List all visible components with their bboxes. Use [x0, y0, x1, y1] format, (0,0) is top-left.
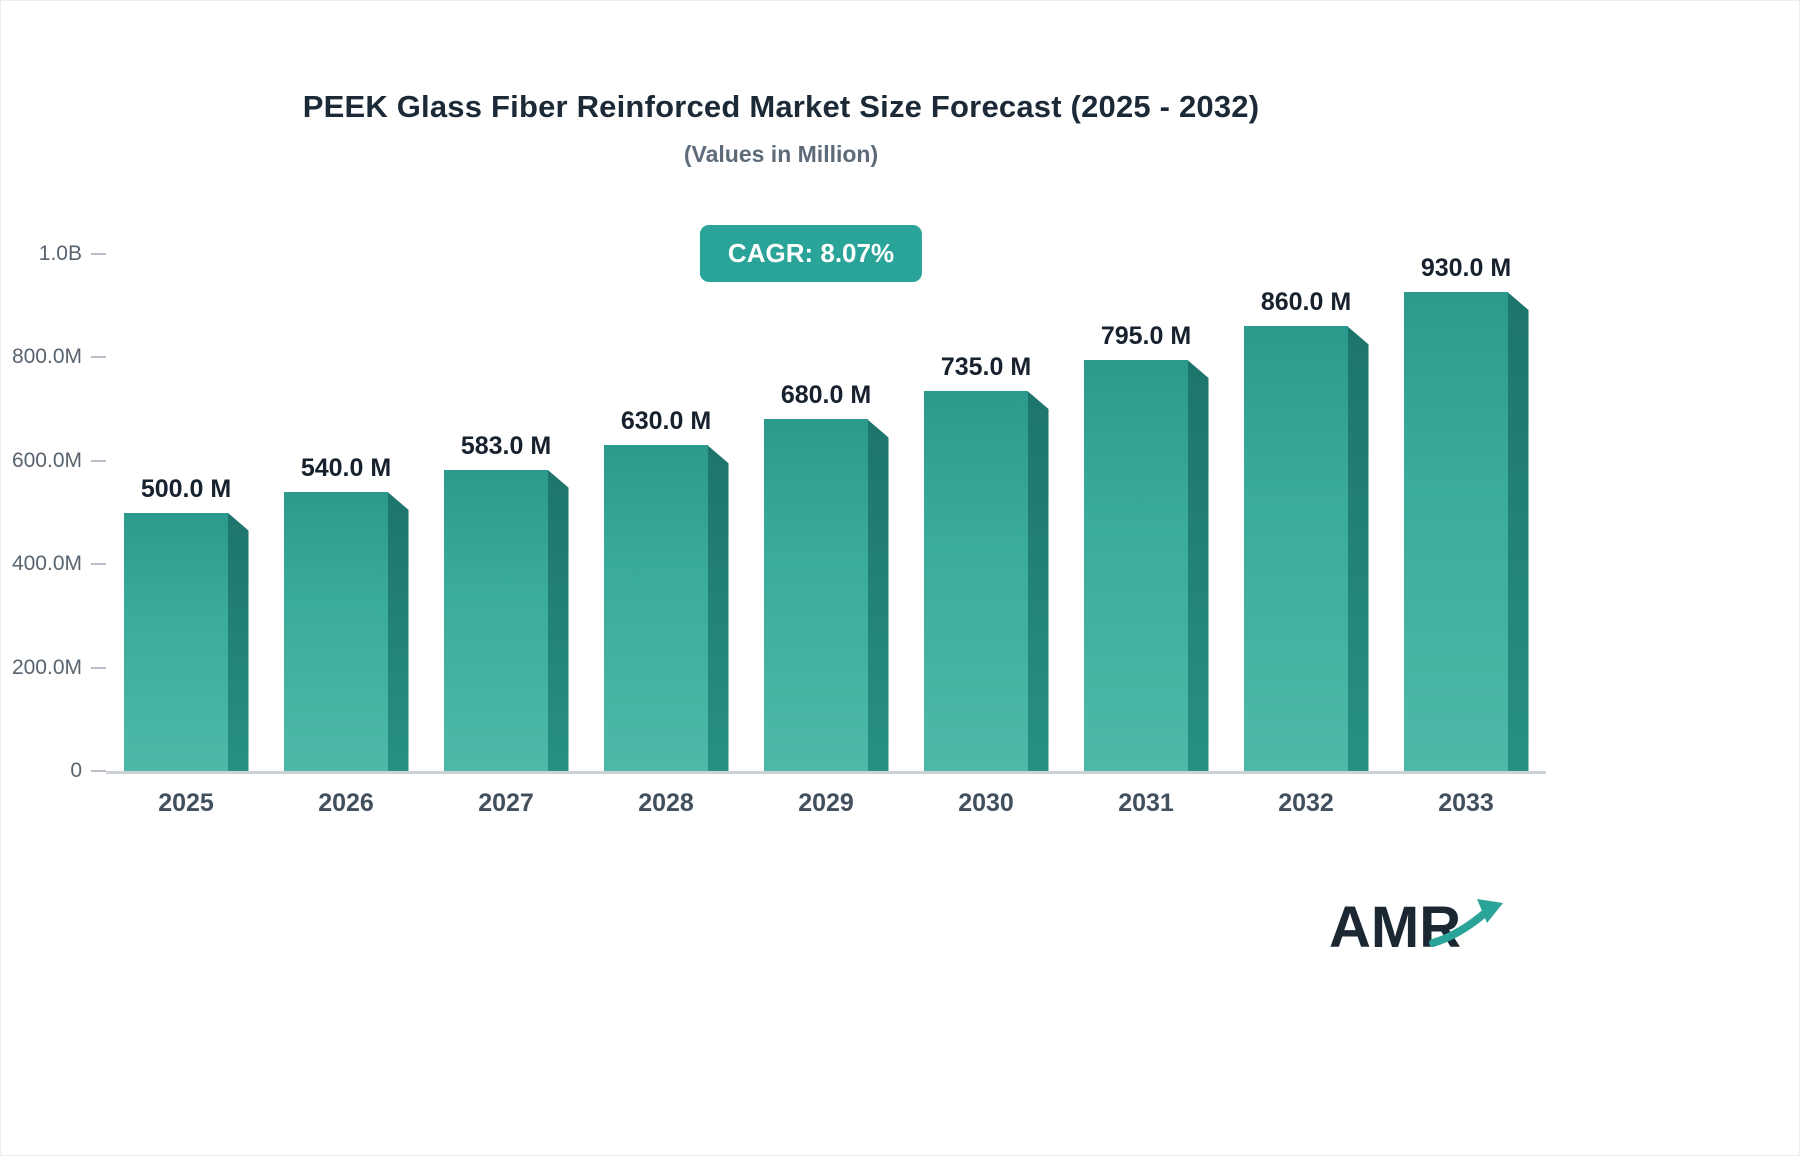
bar: [1243, 326, 1369, 771]
bar-front-face: [123, 512, 228, 771]
chart-title: PEEK Glass Fiber Reinforced Market Size …: [302, 89, 1260, 124]
bar-front-face: [283, 491, 388, 771]
plot-area: 500.0 M 540.0 M 583.0 M 630.0 M 680.0 M 735.0…: [106, 254, 1546, 774]
y-tick-mark: [91, 253, 106, 255]
y-axis-tick: 1.0B: [39, 242, 106, 266]
bar-front-face: [1243, 326, 1348, 771]
bar-group: 735.0 M: [906, 254, 1066, 771]
x-axis-label: 2026: [318, 789, 374, 817]
y-tick-label: 800.0M: [11, 345, 82, 369]
bar-group: 860.0 M: [1226, 254, 1386, 771]
bar-value-label: 795.0 M: [1100, 322, 1192, 350]
bar-front-face: [763, 419, 868, 771]
x-axis-label: 2025: [158, 789, 214, 817]
bar-value-label: 630.0 M: [620, 407, 712, 436]
x-axis-label: 2029: [798, 789, 854, 817]
bar-side-face: [227, 512, 249, 771]
bar-front-face: [1083, 360, 1188, 771]
y-axis-tick: 200.0M: [12, 656, 106, 680]
brand-logo: AMR: [1329, 891, 1529, 971]
chart-subtitle: (Values in Million): [683, 141, 879, 167]
cagr-badge: CAGR: 8.07%: [699, 225, 923, 282]
bar-group: 500.0 M: [106, 254, 266, 771]
x-axis-label: 2027: [478, 789, 534, 817]
y-tick-label: 200.0M: [11, 655, 82, 679]
bar-value-label: 930.0 M: [1420, 254, 1512, 282]
y-axis-tick: 600.0M: [12, 449, 106, 473]
bar-front-face: [923, 391, 1028, 771]
logo-arrow-icon: [1429, 909, 1489, 947]
bar-side-face: [1347, 326, 1369, 771]
bar-value-label: 583.0 M: [460, 431, 552, 460]
x-axis-label: 2032: [1278, 789, 1334, 817]
bar: [603, 445, 729, 771]
y-tick-label: 1.0B: [38, 242, 82, 265]
bar-value-label: 680.0 M: [780, 381, 872, 410]
logo-arrowhead-icon: [1477, 899, 1503, 923]
bar-value-label: 860.0 M: [1260, 288, 1352, 317]
x-axis: 2025 2026 2027 2028 2029 2030 2031 2032 2033: [106, 789, 1546, 818]
bar-front-face: [443, 469, 548, 771]
bar-group: 630.0 M: [586, 254, 746, 771]
amr-logo-graphic: AMR: [1329, 895, 1503, 960]
bar-front-face: [1403, 292, 1508, 771]
y-tick-mark: [91, 666, 106, 669]
y-axis: 0 200.0M 400.0M 600.0M 800.0M 1.0B: [1, 242, 106, 782]
bar-group: 680.0 M: [746, 254, 906, 771]
y-tick-mark: [91, 356, 106, 359]
y-tick-mark: [91, 770, 106, 772]
bar: [123, 512, 249, 771]
bar-side-face: [547, 469, 569, 771]
bar: [443, 469, 569, 771]
bar-group: 930.0 M: [1386, 254, 1546, 771]
bar-value-label: 540.0 M: [300, 453, 392, 482]
y-axis-tick: 0: [70, 759, 106, 783]
y-tick-label: 0: [70, 759, 82, 782]
bar-group: 540.0 M: [266, 254, 426, 771]
y-tick-mark: [91, 563, 106, 566]
bar: [763, 419, 889, 771]
x-axis-label: 2033: [1438, 789, 1494, 817]
bar: [1403, 292, 1529, 771]
bar-side-face: [1187, 360, 1209, 771]
bar: [283, 491, 409, 771]
y-tick-mark: [91, 459, 106, 462]
logo-text: AMR: [1329, 895, 1461, 960]
x-axis-label: 2030: [958, 789, 1014, 817]
plot-row: 0 200.0M 400.0M 600.0M 800.0M 1.0B 500.0 M 540…: [1, 242, 1546, 782]
bar-group: 583.0 M: [426, 254, 586, 771]
bar-value-label: 500.0 M: [140, 474, 232, 503]
bar-value-label: 735.0 M: [940, 353, 1032, 382]
bar-side-face: [867, 419, 889, 771]
bar-side-face: [1507, 292, 1529, 771]
y-axis-tick: 400.0M: [12, 552, 106, 576]
y-axis-tick: 800.0M: [12, 345, 106, 369]
y-tick-label: 400.0M: [11, 552, 82, 576]
x-axis-label: 2028: [638, 789, 694, 817]
bar-side-face: [1027, 391, 1049, 771]
bar-side-face: [387, 491, 409, 771]
bar-front-face: [603, 445, 708, 771]
bar-side-face: [707, 445, 729, 771]
chart-container: PEEK Glass Fiber Reinforced Market Size …: [1, 1, 1561, 901]
bar-group: 795.0 M: [1066, 254, 1226, 771]
y-tick-label: 600.0M: [11, 448, 82, 472]
x-axis-label: 2031: [1118, 789, 1174, 817]
bar: [1083, 360, 1209, 771]
bar: [923, 391, 1049, 771]
